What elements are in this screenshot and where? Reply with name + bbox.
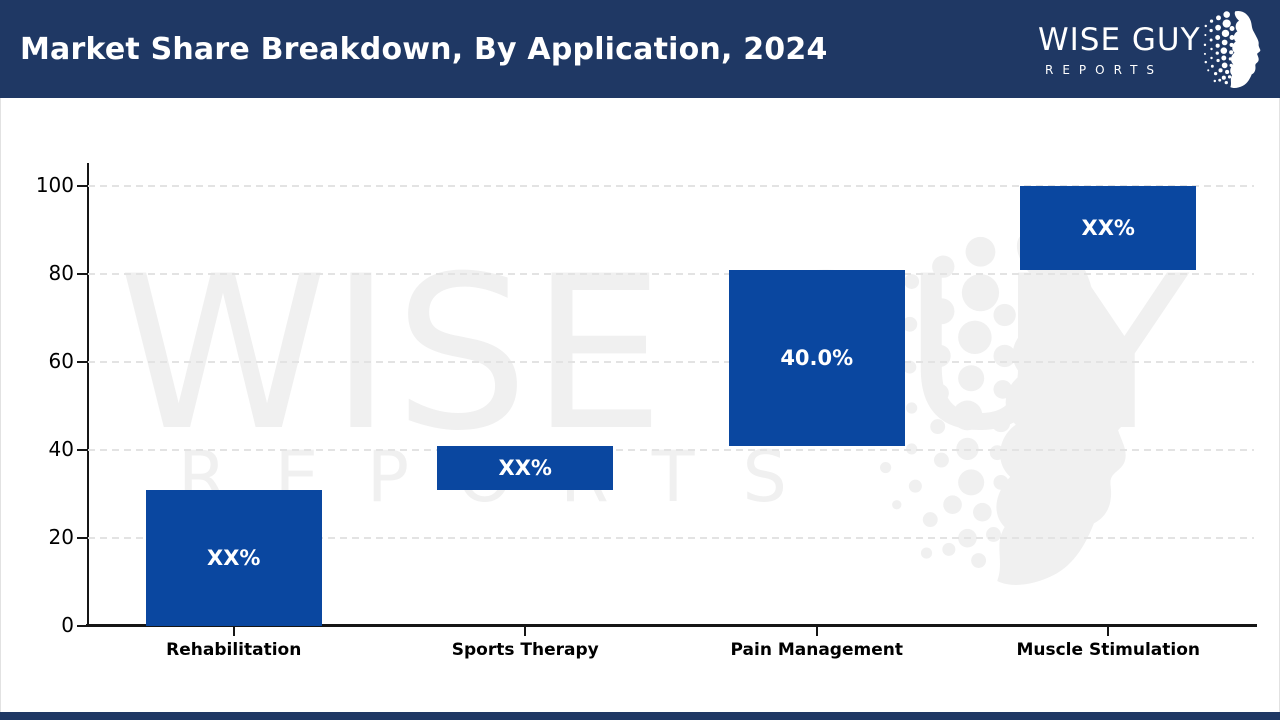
y-tick-mark <box>77 361 87 363</box>
x-tick-mark <box>232 627 235 636</box>
y-tick-mark <box>77 537 87 539</box>
y-gridline <box>88 449 1254 451</box>
header-bar: Market Share Breakdown, By Application, … <box>0 0 1280 98</box>
y-tick-mark <box>77 449 87 451</box>
y-axis-line <box>87 163 89 627</box>
bar-value-label: 40.0% <box>780 345 854 370</box>
y-tick-mark <box>77 185 87 187</box>
y-tick-label: 20 <box>48 525 74 549</box>
bar-segment: XX% <box>145 489 322 626</box>
logo-face-icon <box>1188 8 1274 90</box>
x-tick-label: Muscle Stimulation <box>1016 640 1201 660</box>
page-left-border <box>0 98 1 712</box>
bar-value-label: XX% <box>1081 215 1135 240</box>
y-gridline <box>88 185 1254 187</box>
page-title: Market Share Breakdown, By Application, … <box>20 31 828 67</box>
y-gridline <box>88 361 1254 363</box>
y-tick-mark <box>77 273 87 275</box>
y-tick-label: 60 <box>48 349 74 373</box>
bar-segment: XX% <box>437 445 614 490</box>
bar-segment: XX% <box>1020 186 1197 270</box>
bar-segment: 40.0% <box>728 269 905 446</box>
wise-guy-reports-logo: WISE GUY REPORTS <box>1038 8 1274 92</box>
x-tick-label: Sports Therapy <box>451 640 599 660</box>
y-tick-label: 0 <box>61 613 74 637</box>
y-tick-label: 100 <box>35 173 74 197</box>
x-tick-mark <box>524 627 527 636</box>
x-axis-line <box>86 624 1257 627</box>
y-gridline <box>88 537 1254 539</box>
y-tick-mark <box>77 625 87 627</box>
x-tick-label: Pain Management <box>730 640 903 660</box>
y-tick-label: 40 <box>48 437 74 461</box>
x-tick-mark <box>815 627 818 636</box>
logo-brand-text: WISE GUY <box>1038 22 1201 58</box>
bar-value-label: XX% <box>498 455 552 480</box>
footer-bar <box>0 712 1280 720</box>
x-tick-label: Rehabilitation <box>166 640 302 660</box>
bar-value-label: XX% <box>207 545 261 570</box>
y-tick-label: 80 <box>48 261 74 285</box>
x-tick-mark <box>1107 627 1110 636</box>
y-gridline <box>88 273 1254 275</box>
logo-reports-text: REPORTS <box>1045 63 1164 77</box>
